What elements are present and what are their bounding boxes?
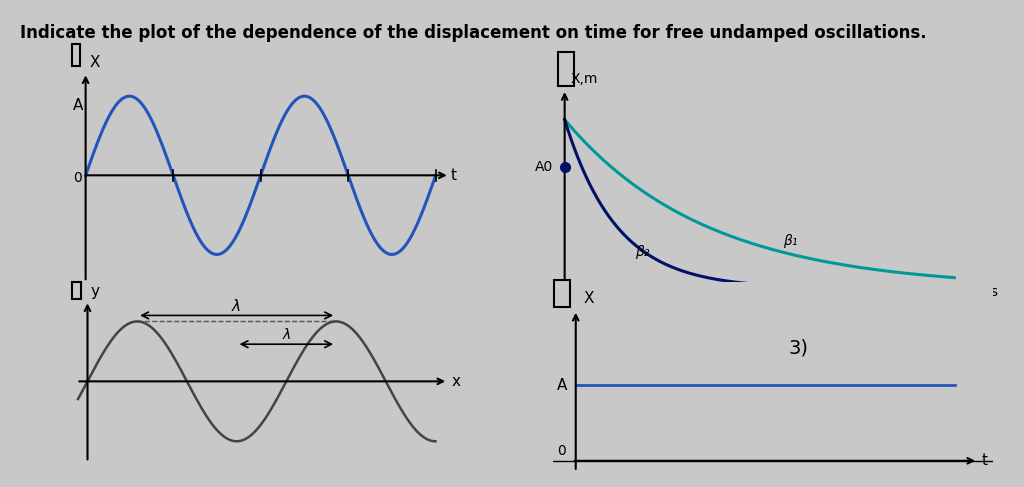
Text: t: t [982,453,988,468]
Text: t: t [451,168,457,183]
Text: 0: 0 [73,170,82,185]
Bar [73,282,81,299]
Text: β₂: β₂ [635,245,649,260]
Text: β₁: β₁ [783,234,798,248]
Text: t,s: t,s [982,285,998,299]
Text: Indicate the plot of the dependence of the displacement on time for free undampe: Indicate the plot of the dependence of t… [20,24,927,42]
Text: X: X [584,291,594,306]
Text: 3): 3) [788,339,808,358]
Text: 0: 0 [557,444,565,458]
Text: X,m: X,m [571,72,598,86]
Text: A0: A0 [535,160,553,174]
Text: A: A [557,378,567,393]
Text: λ: λ [283,328,291,342]
Text: y: y [91,283,99,299]
Text: x: x [452,374,461,389]
Text: X: X [90,55,100,70]
Bar [558,52,574,86]
Bar [554,280,569,307]
Text: λ: λ [232,299,241,314]
Text: T: T [212,283,221,299]
Bar [73,44,80,66]
Text: A: A [73,98,83,113]
